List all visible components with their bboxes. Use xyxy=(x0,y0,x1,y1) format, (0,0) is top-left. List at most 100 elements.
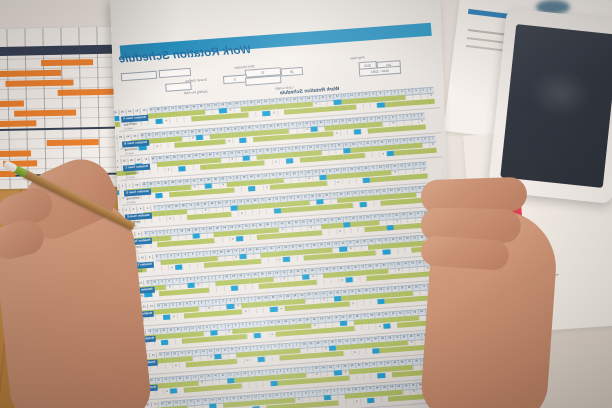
shift-code-cell[interactable] xyxy=(363,299,371,305)
day-number-cell[interactable]: 5 xyxy=(231,322,239,328)
on-duty-cell[interactable] xyxy=(305,180,314,187)
shift-code-cell[interactable] xyxy=(381,120,390,127)
day-number-cell[interactable]: 11 xyxy=(354,91,363,98)
on-duty-cell[interactable] xyxy=(203,261,212,268)
shift-code-cell[interactable] xyxy=(315,272,324,279)
on-duty-cell[interactable] xyxy=(291,372,299,379)
on-duty-cell[interactable] xyxy=(249,160,258,166)
day-number-cell[interactable]: 50 xyxy=(254,295,263,302)
highlighted-shift-cell[interactable] xyxy=(235,235,244,241)
day-number-cell[interactable]: 22 xyxy=(275,97,284,104)
day-number-cell[interactable]: 30 xyxy=(275,171,284,178)
on-duty-cell[interactable] xyxy=(378,224,387,231)
on-duty-cell[interactable] xyxy=(368,249,376,256)
day-number-cell[interactable]: 3 xyxy=(322,388,331,395)
shift-code-cell[interactable] xyxy=(272,275,281,282)
on-duty-cell[interactable] xyxy=(314,351,323,358)
day-number-cell[interactable]: 40 xyxy=(326,290,334,297)
shift-code-cell[interactable] xyxy=(288,127,297,133)
highlighted-shift-cell[interactable] xyxy=(186,282,195,288)
day-number-cell[interactable]: 8 xyxy=(388,114,397,120)
day-number-cell[interactable]: 35 xyxy=(227,150,236,157)
shift-code-cell[interactable] xyxy=(368,323,377,329)
on-duty-cell[interactable] xyxy=(232,333,240,339)
day-number-cell[interactable]: 30 xyxy=(365,263,374,269)
on-duty-cell[interactable] xyxy=(380,267,388,274)
day-number-cell[interactable]: 40 xyxy=(293,268,302,275)
on-duty-cell[interactable] xyxy=(341,374,350,381)
day-number-cell[interactable]: 49 xyxy=(229,273,238,279)
on-duty-cell[interactable] xyxy=(402,198,410,204)
day-number-cell[interactable]: 37 xyxy=(347,288,356,295)
on-duty-cell[interactable] xyxy=(267,128,275,135)
day-number-cell[interactable]: 35 xyxy=(317,242,325,248)
day-number-cell[interactable]: 6 xyxy=(179,276,187,283)
day-number-cell[interactable]: 6 xyxy=(224,322,232,329)
day-number-cell[interactable]: 46 xyxy=(116,134,124,140)
on-duty-cell[interactable] xyxy=(296,328,305,335)
day-number-cell[interactable]: 34 xyxy=(247,173,255,180)
day-number-cell[interactable]: 9 xyxy=(190,300,198,307)
on-duty-cell[interactable] xyxy=(333,173,342,179)
day-number-cell[interactable]: 25 xyxy=(254,99,262,106)
day-number-cell[interactable]: 50 xyxy=(209,249,218,256)
shift-code-cell[interactable] xyxy=(194,404,203,408)
shift-code-cell[interactable]: E xyxy=(280,275,288,281)
day-number-cell[interactable]: 13 xyxy=(206,348,215,355)
header-field-blank[interactable] xyxy=(158,67,192,79)
on-duty-cell[interactable] xyxy=(187,287,195,294)
on-duty-cell[interactable] xyxy=(289,323,297,330)
on-duty-cell[interactable] xyxy=(375,126,383,133)
day-number-cell[interactable]: 24 xyxy=(408,259,417,266)
on-duty-cell[interactable] xyxy=(282,133,290,139)
day-number-cell[interactable]: 29 xyxy=(405,284,413,291)
on-duty-cell[interactable] xyxy=(395,272,403,278)
day-number-cell[interactable]: 13 xyxy=(352,116,361,123)
day-number-cell[interactable]: 37 xyxy=(168,105,176,112)
on-duty-cell[interactable] xyxy=(296,323,304,329)
on-duty-cell[interactable] xyxy=(311,327,319,334)
day-number-cell[interactable]: 26 xyxy=(292,145,300,152)
on-duty-cell[interactable] xyxy=(262,374,270,381)
shift-code-cell[interactable] xyxy=(385,218,394,224)
day-number-cell[interactable]: 27 xyxy=(252,124,261,130)
shift-code-cell[interactable]: E xyxy=(348,300,357,306)
on-duty-cell[interactable] xyxy=(366,274,375,281)
shift-code-cell[interactable] xyxy=(381,396,389,402)
on-duty-cell[interactable] xyxy=(187,214,195,220)
shift-code-cell[interactable] xyxy=(250,356,258,363)
on-duty-cell[interactable] xyxy=(376,170,385,176)
on-duty-cell[interactable] xyxy=(327,375,335,382)
day-number-cell[interactable]: 36 xyxy=(367,312,376,318)
day-number-cell[interactable]: 34 xyxy=(292,219,300,226)
day-number-cell[interactable]: 32 xyxy=(204,103,212,109)
day-number-cell[interactable]: 43 xyxy=(215,200,223,207)
day-number-cell[interactable]: 6 xyxy=(269,368,277,375)
on-duty-cell[interactable] xyxy=(199,163,208,170)
day-number-cell[interactable]: 50 xyxy=(344,387,353,394)
on-duty-cell[interactable] xyxy=(264,232,272,239)
day-number-cell[interactable]: 19 xyxy=(208,397,216,404)
on-duty-cell[interactable] xyxy=(361,250,369,256)
day-number-cell[interactable]: 3 xyxy=(278,343,286,349)
day-number-cell[interactable]: 30 xyxy=(353,239,361,246)
day-number-cell[interactable]: 30 xyxy=(218,101,227,108)
on-duty-cell[interactable] xyxy=(298,304,307,310)
day-number-cell[interactable]: 31 xyxy=(403,309,411,316)
day-number-cell[interactable]: 41 xyxy=(331,314,340,321)
shift-code-cell[interactable]: N xyxy=(419,166,428,173)
day-number-cell[interactable]: 17 xyxy=(222,396,231,403)
day-number-cell[interactable]: 49 xyxy=(351,386,360,393)
day-number-cell[interactable]: 13 xyxy=(385,138,393,145)
on-duty-cell[interactable] xyxy=(249,228,258,234)
day-number-cell[interactable]: 33 xyxy=(344,264,352,271)
day-number-cell[interactable]: 38 xyxy=(206,152,214,158)
shift-code-cell[interactable] xyxy=(375,249,384,255)
on-duty-cell[interactable] xyxy=(274,324,283,331)
on-duty-cell[interactable] xyxy=(393,223,401,229)
on-duty-cell[interactable] xyxy=(364,225,373,232)
on-duty-cell[interactable] xyxy=(353,122,361,129)
day-number-cell[interactable]: 7 xyxy=(294,391,302,397)
highlighted-shift-cell[interactable] xyxy=(362,176,371,183)
shift-code-cell[interactable]: D xyxy=(417,117,426,124)
